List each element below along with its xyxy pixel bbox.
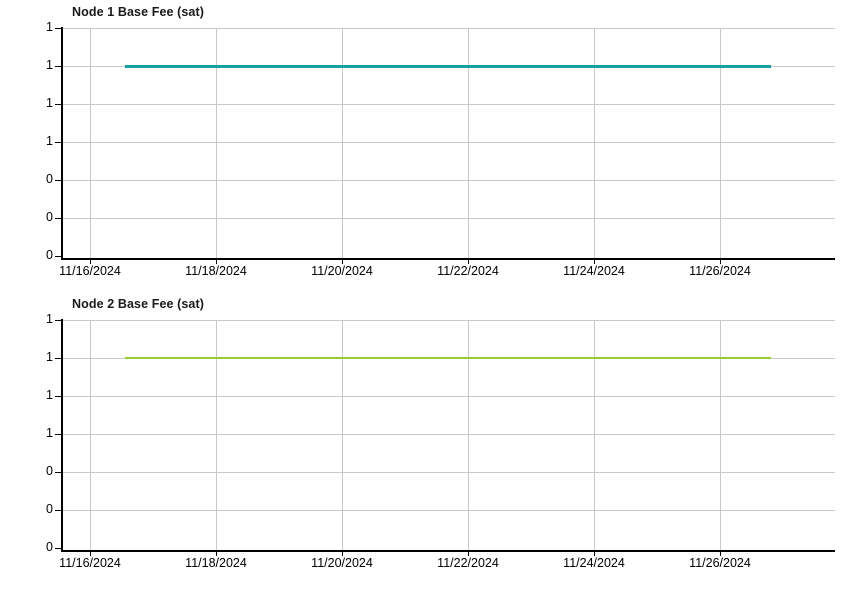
gridline-vertical	[216, 28, 217, 258]
x-tick-label: 11/20/2024	[311, 556, 373, 570]
gridline-vertical	[342, 320, 343, 550]
x-axis-line	[61, 258, 835, 260]
x-tick-mark	[594, 259, 595, 264]
x-tick-label: 11/26/2024	[689, 556, 751, 570]
y-tick-label: 0	[46, 248, 53, 262]
y-tick-mark	[55, 548, 61, 549]
y-tick-mark	[55, 66, 61, 67]
chart-panel-node-2: Node 2 Base Fee (sat) 1 1 1 1 0	[0, 292, 860, 600]
y-tick-label: 0	[46, 502, 53, 516]
x-tick-mark	[90, 259, 91, 264]
gridline-vertical	[90, 28, 91, 258]
x-tick-mark	[342, 551, 343, 556]
y-tick-mark	[55, 358, 61, 359]
gridline-vertical	[90, 320, 91, 550]
y-axis-line	[61, 27, 63, 259]
gridline-vertical	[342, 28, 343, 258]
chart-title: Node 2 Base Fee (sat)	[72, 297, 205, 311]
y-tick-label: 1	[46, 312, 53, 326]
x-tick-mark	[594, 551, 595, 556]
y-tick-label: 1	[46, 58, 53, 72]
y-tick-label: 1	[46, 20, 53, 34]
y-tick-label: 0	[46, 464, 53, 478]
y-tick-mark	[55, 320, 61, 321]
y-tick-label: 0	[46, 540, 53, 554]
y-tick-mark	[55, 510, 61, 511]
plot-area	[62, 320, 835, 550]
y-tick-mark	[55, 180, 61, 181]
y-tick-mark	[55, 218, 61, 219]
gridline-horizontal	[62, 104, 835, 105]
gridline-vertical	[720, 320, 721, 550]
x-tick-label: 11/26/2024	[689, 264, 751, 278]
series-line-node-2	[125, 357, 771, 359]
y-tick-mark	[55, 104, 61, 105]
x-tick-mark	[342, 259, 343, 264]
x-tick-mark	[216, 551, 217, 556]
gridline-vertical	[594, 28, 595, 258]
gridline-vertical	[594, 320, 595, 550]
gridline-horizontal	[62, 434, 835, 435]
x-axis-line	[61, 550, 835, 552]
series-line-node-1	[125, 65, 771, 68]
gridline-horizontal	[62, 142, 835, 143]
y-tick-label: 0	[46, 210, 53, 224]
chart-panel-node-1: Node 1 Base Fee (sat) 1 1 1	[0, 0, 860, 292]
x-tick-label: 11/16/2024	[59, 264, 121, 278]
gridline-horizontal	[62, 320, 835, 321]
x-tick-mark	[468, 551, 469, 556]
gridline-vertical	[468, 320, 469, 550]
gridline-horizontal	[62, 510, 835, 511]
x-tick-label: 11/24/2024	[563, 556, 625, 570]
y-axis-line	[61, 319, 63, 551]
x-tick-label: 11/20/2024	[311, 264, 373, 278]
x-tick-mark	[90, 551, 91, 556]
x-tick-mark	[720, 259, 721, 264]
y-tick-mark	[55, 472, 61, 473]
y-tick-mark	[55, 28, 61, 29]
gridline-horizontal	[62, 180, 835, 181]
gridline-vertical	[216, 320, 217, 550]
x-tick-mark	[468, 259, 469, 264]
gridline-horizontal	[62, 472, 835, 473]
y-tick-label: 1	[46, 426, 53, 440]
x-tick-label: 11/18/2024	[185, 556, 247, 570]
gridline-vertical	[468, 28, 469, 258]
x-tick-label: 11/24/2024	[563, 264, 625, 278]
y-tick-label: 1	[46, 96, 53, 110]
x-tick-mark	[216, 259, 217, 264]
y-tick-mark	[55, 396, 61, 397]
x-tick-label: 11/16/2024	[59, 556, 121, 570]
gridline-horizontal	[62, 218, 835, 219]
gridline-horizontal	[62, 396, 835, 397]
x-tick-label: 11/22/2024	[437, 264, 499, 278]
y-tick-mark	[55, 142, 61, 143]
x-tick-label: 11/22/2024	[437, 556, 499, 570]
gridline-vertical	[720, 28, 721, 258]
chart-title: Node 1 Base Fee (sat)	[72, 5, 205, 19]
x-tick-label: 11/18/2024	[185, 264, 247, 278]
gridline-horizontal	[62, 28, 835, 29]
y-tick-mark	[55, 256, 61, 257]
y-tick-label: 0	[46, 172, 53, 186]
x-tick-mark	[720, 551, 721, 556]
plot-area	[62, 28, 835, 258]
y-tick-mark	[55, 434, 61, 435]
y-tick-label: 1	[46, 350, 53, 364]
y-tick-label: 1	[46, 134, 53, 148]
y-tick-label: 1	[46, 388, 53, 402]
